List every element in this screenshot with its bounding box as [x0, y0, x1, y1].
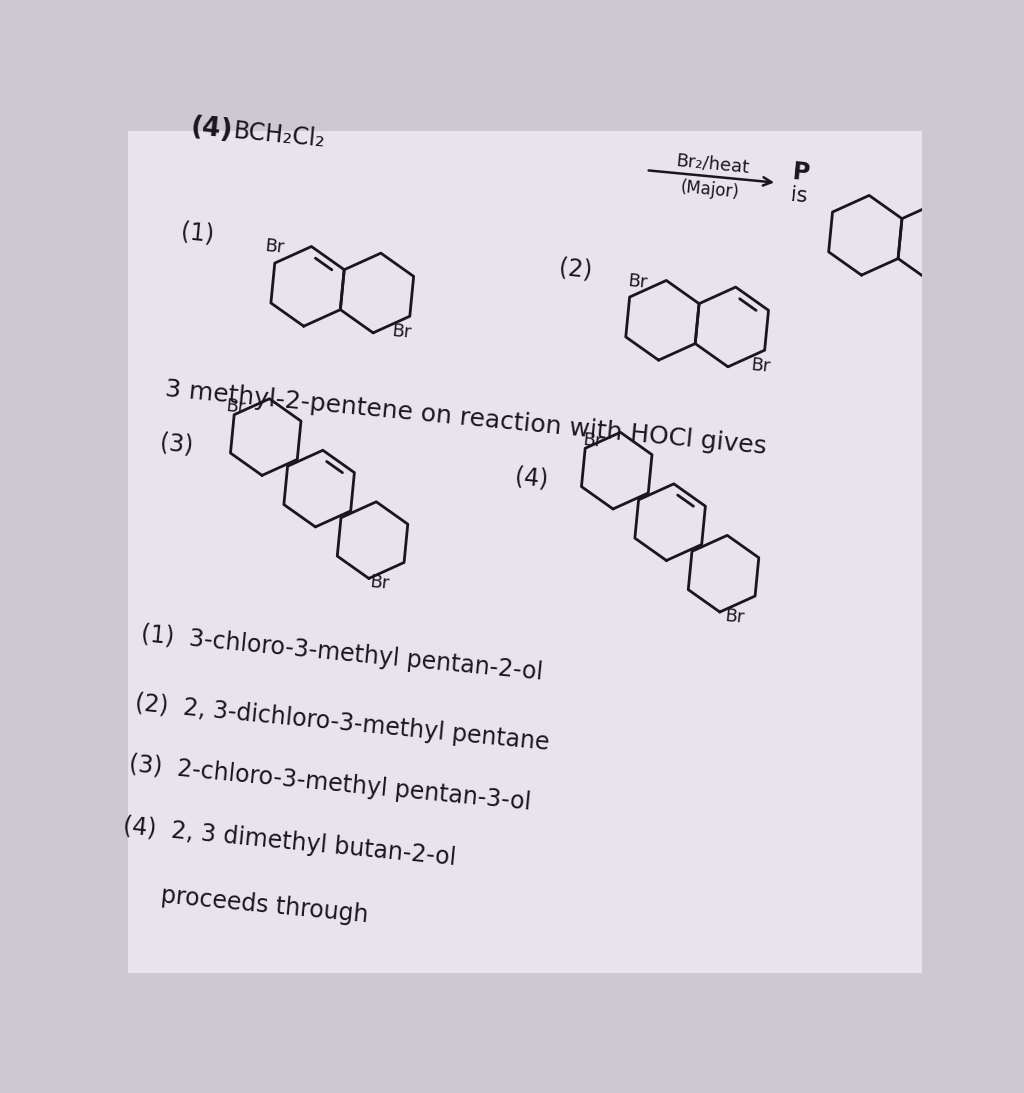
Text: (2)  2, 3-dichloro-3-methyl pentane: (2) 2, 3-dichloro-3-methyl pentane: [134, 691, 550, 755]
Text: is: is: [790, 185, 808, 207]
Polygon shape: [46, 31, 1010, 1065]
Text: Br: Br: [225, 397, 246, 418]
Text: proceeds through: proceeds through: [116, 879, 370, 927]
Text: 3 methyl-2-pentene on reaction with HOCl gives: 3 methyl-2-pentene on reaction with HOCl…: [164, 377, 768, 459]
Text: Br: Br: [391, 321, 413, 341]
Text: (2): (2): [557, 256, 593, 283]
Text: Br: Br: [370, 574, 391, 593]
Text: (3)  2-chloro-3-methyl pentan-3-ol: (3) 2-chloro-3-methyl pentan-3-ol: [128, 752, 531, 815]
Text: (1)  3-chloro-3-methyl pentan-2-ol: (1) 3-chloro-3-methyl pentan-2-ol: [140, 622, 545, 684]
Text: Br₂/heat: Br₂/heat: [675, 152, 751, 177]
Text: (Major): (Major): [680, 178, 740, 201]
Text: BCH₂Cl₂: BCH₂Cl₂: [232, 119, 327, 152]
Text: Br: Br: [264, 237, 286, 257]
Text: (4): (4): [189, 114, 234, 143]
Text: (4)  2, 3 dimethyl butan-2-ol: (4) 2, 3 dimethyl butan-2-ol: [122, 813, 457, 870]
Text: (4): (4): [514, 465, 549, 492]
Text: (1): (1): [179, 220, 215, 247]
Text: Br: Br: [627, 272, 648, 292]
Text: (3): (3): [159, 431, 195, 458]
Text: Br: Br: [750, 356, 771, 376]
Text: P: P: [792, 160, 811, 186]
Text: Br: Br: [582, 432, 603, 451]
Text: Br: Br: [724, 608, 745, 627]
